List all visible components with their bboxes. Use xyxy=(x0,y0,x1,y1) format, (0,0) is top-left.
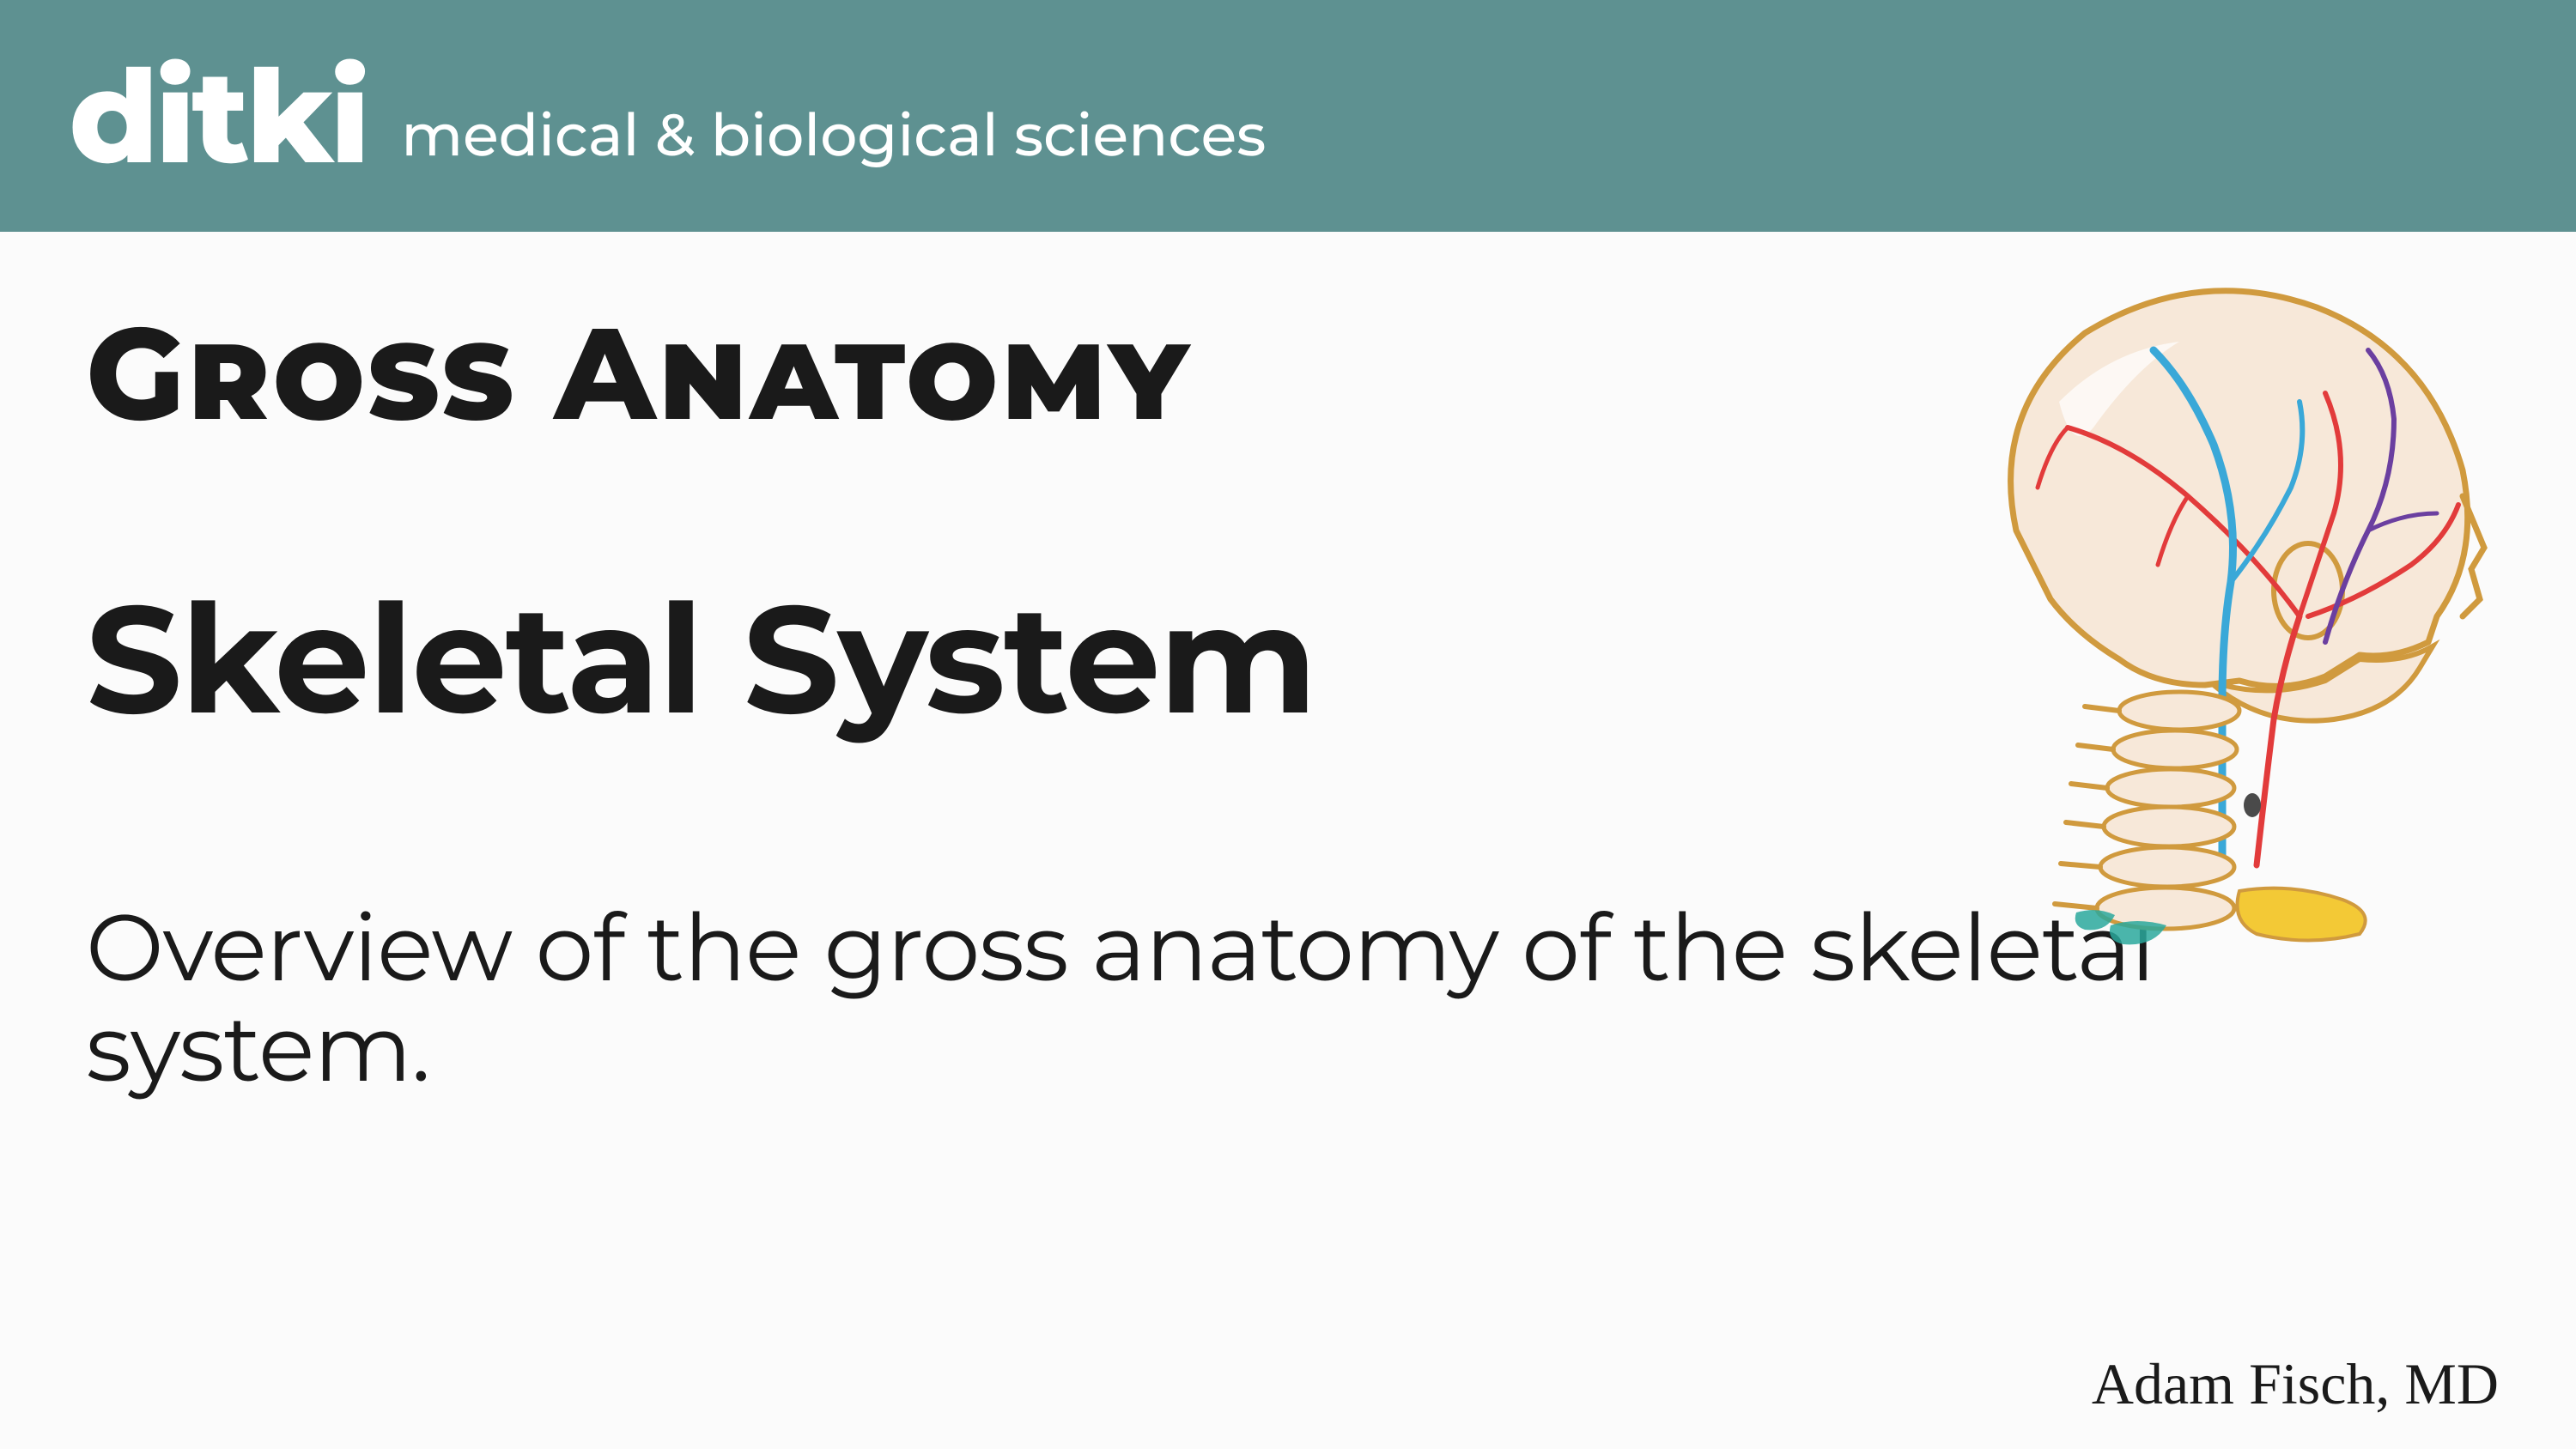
node-icon xyxy=(2244,793,2261,817)
description-text: Overview of the gross anatomy of the ske… xyxy=(86,898,2233,1098)
brand-tagline: medical & biological sciences xyxy=(401,100,1266,171)
brand-logo: ditki xyxy=(69,38,367,195)
cervical-spine-icon xyxy=(2055,692,2239,929)
hyoid-icon xyxy=(2238,888,2366,941)
skull-outline-icon xyxy=(2011,291,2468,687)
author-credit: Adam Fisch, MD xyxy=(2092,1350,2499,1418)
header-bar: ditki medical & biological sciences xyxy=(0,0,2576,232)
skull-illustration xyxy=(1913,273,2497,977)
cartilage-accent-2-icon xyxy=(2075,910,2115,930)
cartilage-accent-icon xyxy=(2110,921,2166,944)
